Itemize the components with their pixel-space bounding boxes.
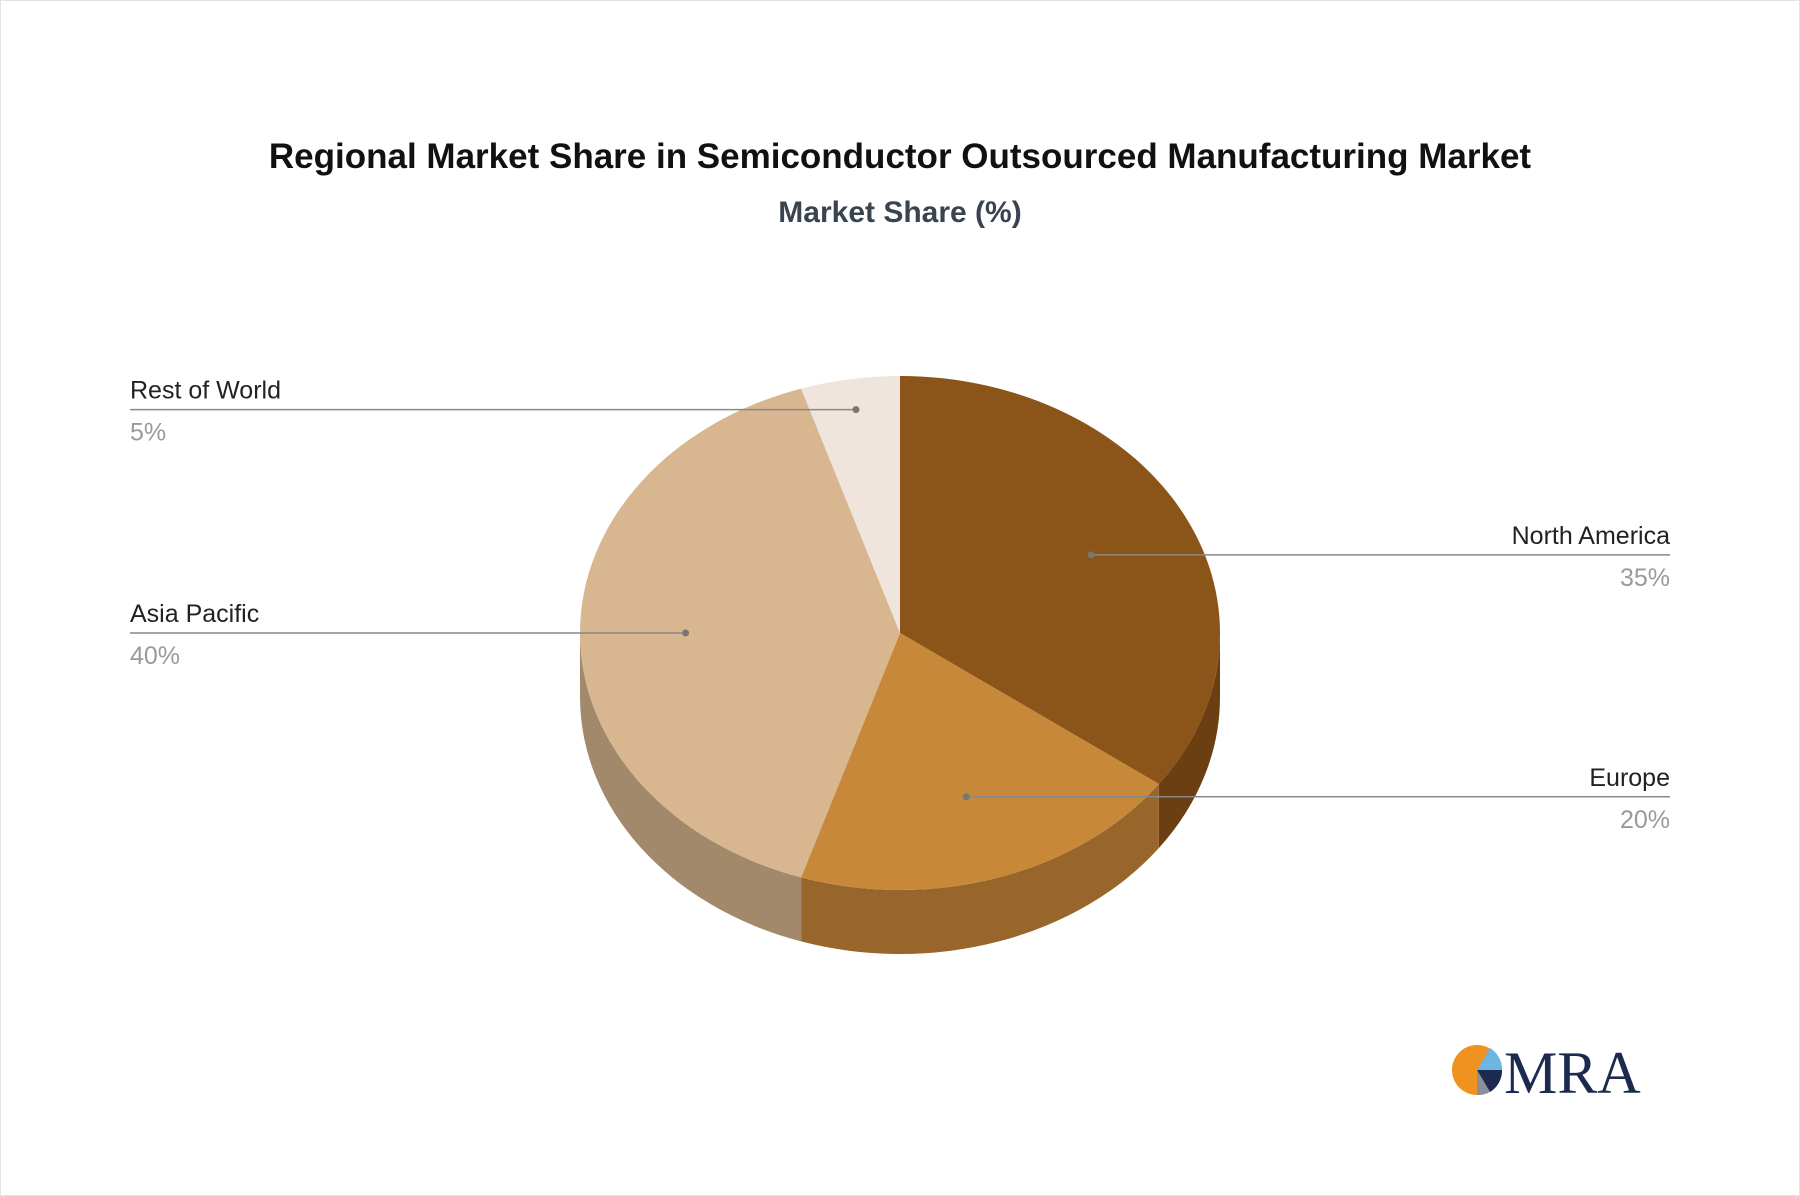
leader-dot-europe bbox=[962, 793, 970, 801]
pie-slice-asia-pacific bbox=[580, 388, 900, 878]
logo-wedge-grey bbox=[1477, 1070, 1490, 1096]
logo-wedge-light bbox=[1477, 1048, 1503, 1070]
pie-slice-rest-of-world bbox=[801, 376, 900, 633]
slice-value-asia-pacific: 40% bbox=[130, 642, 180, 670]
slice-value-rest-of-world: 5% bbox=[130, 419, 166, 447]
leader-dot-asia-pacific bbox=[682, 629, 690, 637]
pie-slice-north-america bbox=[900, 376, 1221, 785]
leader-dot-rest-of-world bbox=[852, 406, 860, 414]
logo-text: MRA bbox=[1504, 1040, 1641, 1106]
pie-side-europe bbox=[801, 784, 1159, 955]
pie-slices bbox=[580, 376, 1221, 891]
slice-label-rest-of-world: Rest of World bbox=[130, 377, 281, 405]
slice-value-north-america: 35% bbox=[1620, 564, 1670, 592]
chart-title: Regional Market Share in Semiconductor O… bbox=[269, 137, 1532, 176]
pie-leaders: North America 35% Europe 20% Asia Pacific 40%… bbox=[130, 377, 1670, 834]
leader-dot-north-america bbox=[1087, 551, 1095, 559]
logo-wedge-dark bbox=[1477, 1070, 1503, 1092]
chart-subtitle: Market Share (%) bbox=[778, 196, 1021, 229]
pie-side-asia-pacific bbox=[580, 633, 802, 942]
mra-logo: MRA bbox=[1452, 1040, 1641, 1106]
pie-depth bbox=[580, 633, 1220, 955]
slice-label-asia-pacific: Asia Pacific bbox=[130, 600, 259, 628]
pie-slice-europe bbox=[801, 633, 1159, 891]
slice-label-europe: Europe bbox=[1589, 764, 1670, 792]
pie-side-north-america bbox=[1158, 633, 1220, 849]
slice-value-europe: 20% bbox=[1620, 806, 1670, 834]
slice-label-north-america: North America bbox=[1512, 522, 1670, 550]
